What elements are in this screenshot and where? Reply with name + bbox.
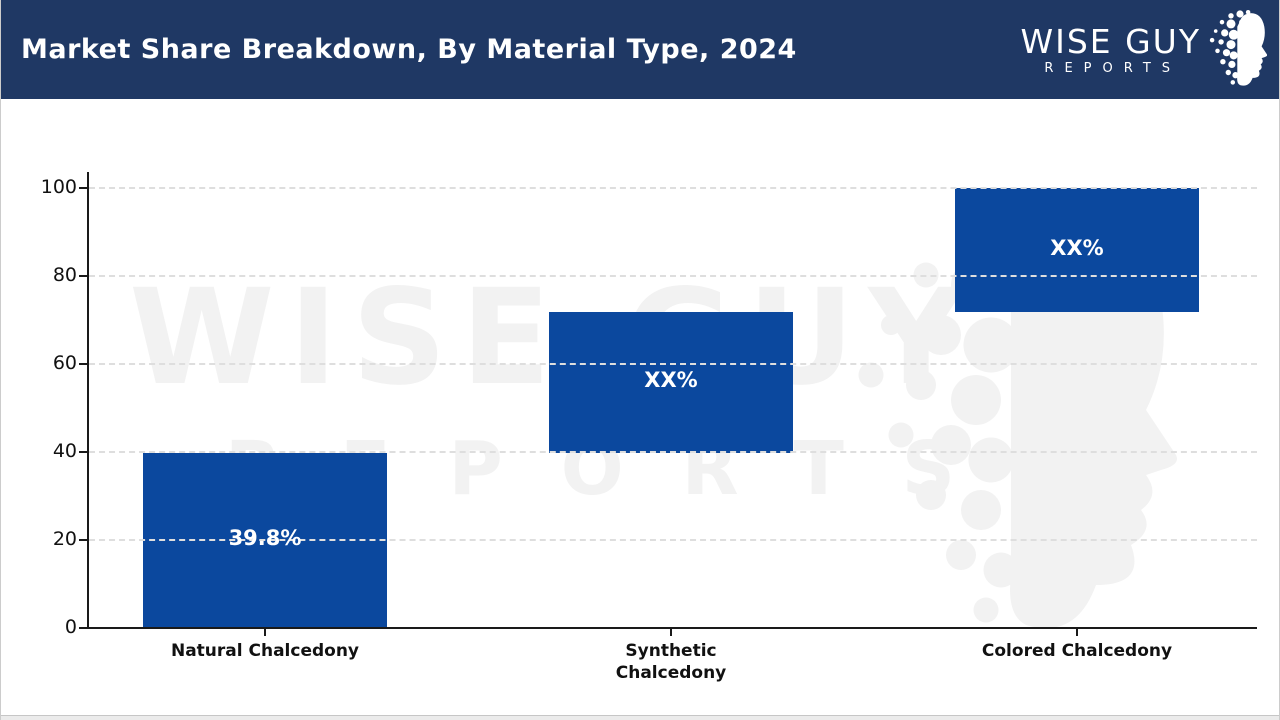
footer-strip — [1, 715, 1279, 720]
header: Market Share Breakdown, By Material Type… — [1, 0, 1279, 99]
y-tick-mark — [79, 627, 87, 629]
y-tick-label: 0 — [64, 616, 77, 638]
x-category-label: Colored Chalcedony — [981, 641, 1173, 661]
chart-title: Market Share Breakdown, By Material Type… — [21, 34, 797, 65]
y-tick-mark — [79, 363, 87, 365]
brand-logo-text: WISE GUY REPORTS — [1020, 25, 1201, 75]
head-profile-icon — [1209, 9, 1267, 86]
gridline — [89, 363, 1257, 365]
x-category-label: Natural Chalcedony — [170, 641, 360, 661]
bar-value-label: XX% — [1050, 236, 1104, 261]
x-axis-line — [87, 627, 1257, 629]
brand-subtitle: REPORTS — [1044, 61, 1182, 76]
brand-logo: WISE GUY REPORTS — [1020, 6, 1267, 94]
x-tick-mark — [1076, 629, 1078, 636]
gridline — [89, 187, 1257, 189]
x-tick-mark — [670, 629, 672, 636]
brand-name: WISE GUY — [1020, 22, 1201, 61]
bar-value-label: 39.8% — [228, 526, 302, 551]
y-tick-label: 80 — [52, 264, 77, 286]
gridline — [89, 451, 1257, 453]
y-tick-label: 100 — [40, 176, 77, 198]
y-tick-mark — [79, 451, 87, 453]
bar-value-label: XX% — [644, 368, 698, 393]
bar — [549, 312, 793, 453]
gridline — [89, 275, 1257, 277]
y-tick-label: 60 — [52, 352, 77, 374]
y-tick-mark — [79, 539, 87, 541]
y-axis-line — [87, 172, 89, 629]
y-tick-label: 40 — [52, 440, 77, 462]
x-tick-mark — [264, 629, 266, 636]
x-category-label: Synthetic Chalcedony — [615, 641, 727, 684]
gridline — [89, 539, 1257, 541]
y-tick-label: 20 — [52, 528, 77, 550]
y-tick-mark — [79, 187, 87, 189]
y-tick-mark — [79, 275, 87, 277]
